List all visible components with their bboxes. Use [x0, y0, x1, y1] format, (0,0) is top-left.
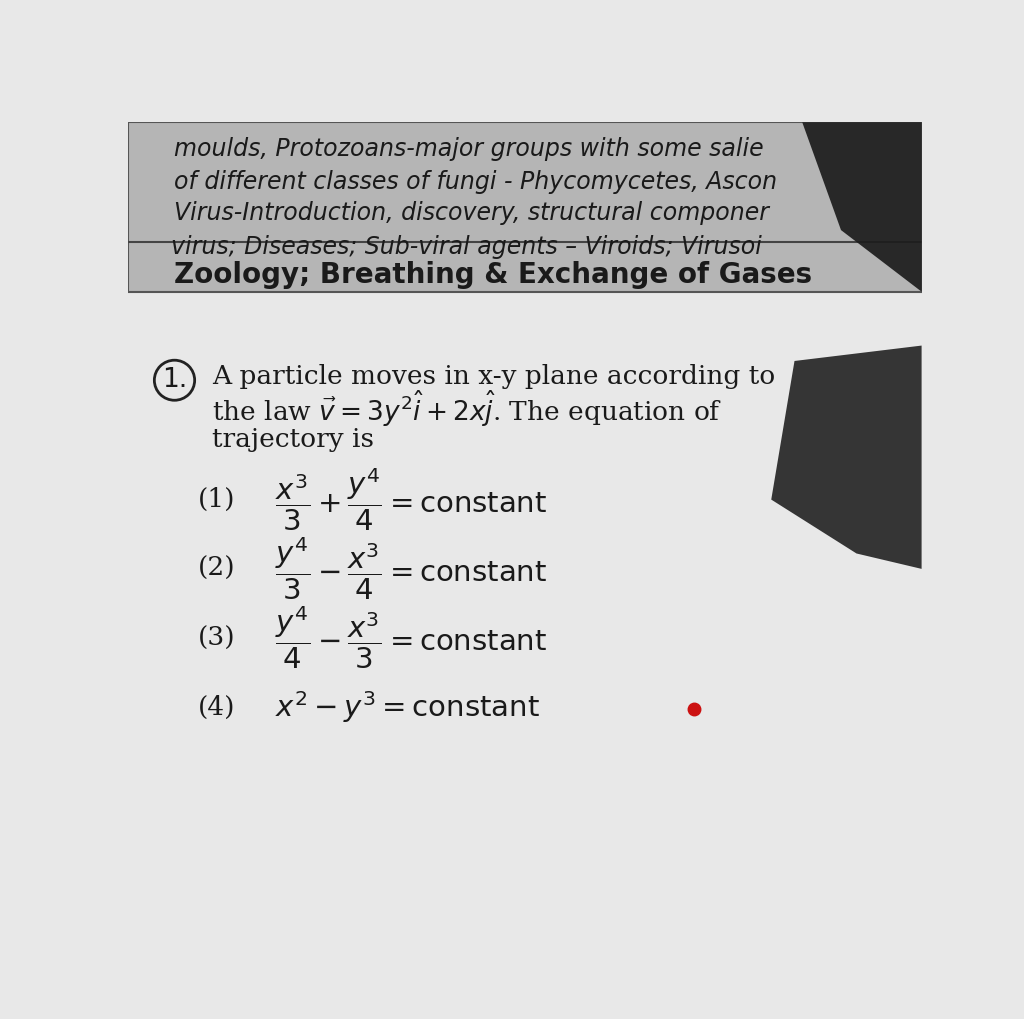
Text: virus; Diseases; Sub-viral agents – Viroids; Virusoi: virus; Diseases; Sub-viral agents – Viro… — [171, 235, 762, 259]
Polygon shape — [802, 122, 922, 291]
Text: Virus-Introduction, discovery, structural componer: Virus-Introduction, discovery, structura… — [174, 201, 769, 225]
Text: of different classes of fungi - Phycomycetes, Ascon: of different classes of fungi - Phycomyc… — [174, 170, 777, 195]
Text: A particle moves in x-y plane according to: A particle moves in x-y plane according … — [212, 364, 775, 389]
Text: $\dfrac{y^4}{3} - \dfrac{x^3}{4} = \mathrm{constant}$: $\dfrac{y^4}{3} - \dfrac{x^3}{4} = \math… — [275, 536, 548, 602]
Text: the law $\vec{v} = 3y^2\hat{i} + 2x\hat{j}$. The equation of: the law $\vec{v} = 3y^2\hat{i} + 2x\hat{… — [212, 388, 722, 429]
Text: 1.: 1. — [162, 367, 187, 393]
Polygon shape — [771, 345, 922, 569]
Text: (2): (2) — [198, 556, 236, 582]
Text: $x^2 - y^3 = \mathrm{constant}$: $x^2 - y^3 = \mathrm{constant}$ — [275, 690, 540, 726]
Text: (3): (3) — [198, 626, 236, 651]
Text: $\dfrac{x^3}{3} + \dfrac{y^4}{4} = \mathrm{constant}$: $\dfrac{x^3}{3} + \dfrac{y^4}{4} = \math… — [275, 467, 548, 533]
Text: (1): (1) — [198, 487, 236, 513]
Text: $\dfrac{y^4}{4} - \dfrac{x^3}{3} = \mathrm{constant}$: $\dfrac{y^4}{4} - \dfrac{x^3}{3} = \math… — [275, 605, 548, 672]
Text: trajectory is: trajectory is — [212, 427, 374, 452]
Text: Zoology; Breathing & Exchange of Gases: Zoology; Breathing & Exchange of Gases — [174, 261, 813, 288]
Text: moulds, Protozoans-major groups with some salie: moulds, Protozoans-major groups with som… — [174, 138, 764, 161]
Text: (4): (4) — [198, 695, 236, 720]
FancyBboxPatch shape — [128, 122, 922, 291]
